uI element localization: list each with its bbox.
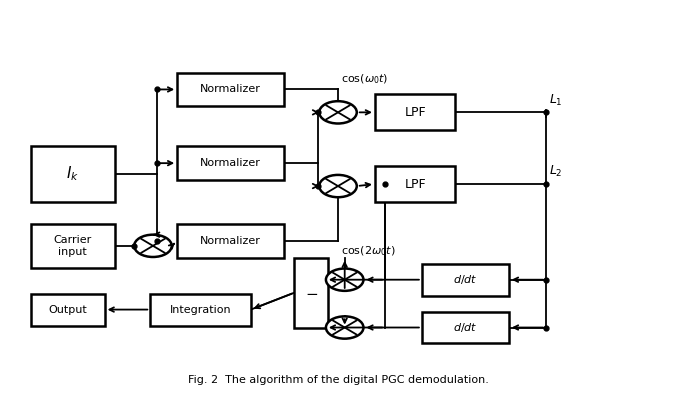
Bar xyxy=(295,258,328,328)
Text: Output: Output xyxy=(49,305,87,315)
Bar xyxy=(31,146,115,202)
Text: $I_k$: $I_k$ xyxy=(66,165,79,183)
Bar xyxy=(31,294,105,326)
Text: Fig. 2  The algorithm of the digital PGC demodulation.: Fig. 2 The algorithm of the digital PGC … xyxy=(187,375,489,385)
Circle shape xyxy=(326,269,364,291)
Bar xyxy=(31,224,115,268)
Text: $L_2$: $L_2$ xyxy=(549,164,562,179)
Bar xyxy=(422,311,509,343)
Text: LPF: LPF xyxy=(404,178,426,191)
Bar xyxy=(177,72,285,106)
Text: $\cos(\omega_0 t)$: $\cos(\omega_0 t)$ xyxy=(341,73,389,86)
Bar xyxy=(150,294,251,326)
Text: Integration: Integration xyxy=(170,305,231,315)
Circle shape xyxy=(319,175,357,197)
Text: Normalizer: Normalizer xyxy=(200,158,261,168)
Bar xyxy=(375,166,456,202)
Text: Normalizer: Normalizer xyxy=(200,84,261,95)
Bar xyxy=(177,146,285,180)
Text: LPF: LPF xyxy=(404,106,426,119)
Circle shape xyxy=(134,235,172,257)
Bar xyxy=(177,224,285,258)
Text: $d/dt$: $d/dt$ xyxy=(453,321,478,334)
Circle shape xyxy=(319,101,357,124)
Bar xyxy=(422,264,509,296)
Text: $\cos(2\omega_0 t)$: $\cos(2\omega_0 t)$ xyxy=(341,244,396,258)
Text: Normalizer: Normalizer xyxy=(200,236,261,246)
Text: $L_1$: $L_1$ xyxy=(549,93,563,107)
Text: Carrier
input: Carrier input xyxy=(53,235,92,257)
Text: $d/dt$: $d/dt$ xyxy=(453,273,478,286)
Circle shape xyxy=(326,316,364,339)
Text: $-$: $-$ xyxy=(305,285,318,300)
Bar xyxy=(375,95,456,130)
